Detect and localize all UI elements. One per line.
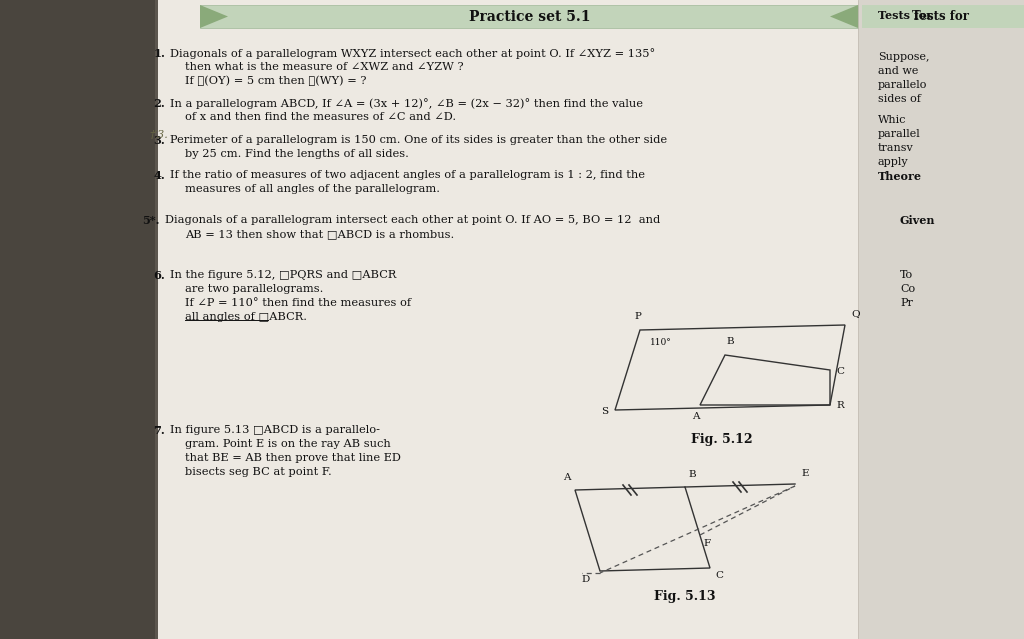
- Text: A: A: [692, 412, 699, 421]
- Text: A: A: [563, 473, 570, 482]
- Text: Diagonals of a parallelogram intersect each other at point O. If AO = 5, BO = 12: Diagonals of a parallelogram intersect e…: [165, 215, 660, 225]
- Polygon shape: [200, 5, 228, 28]
- Text: To: To: [900, 270, 913, 280]
- Text: If the ratio of measures of two adjacent angles of a parallelogram is 1 : 2, fin: If the ratio of measures of two adjacent…: [170, 170, 645, 180]
- Polygon shape: [862, 5, 1024, 28]
- Text: apply: apply: [878, 157, 908, 167]
- Text: In a parallelogram ABCD, If ∠A = (3x + 12)°, ∠B = (2x − 32)° then find the value: In a parallelogram ABCD, If ∠A = (3x + 1…: [170, 98, 643, 109]
- Text: Fig. 5.13: Fig. 5.13: [654, 590, 716, 603]
- Text: Tests for: Tests for: [911, 10, 969, 24]
- Text: bisects seg BC at point F.: bisects seg BC at point F.: [185, 467, 332, 477]
- Text: †′3.: †′3.: [150, 130, 168, 140]
- Polygon shape: [858, 0, 1024, 639]
- Text: Suppose,: Suppose,: [878, 52, 930, 62]
- Polygon shape: [158, 0, 878, 639]
- Text: Pr: Pr: [900, 298, 912, 308]
- Text: S: S: [601, 408, 608, 417]
- Text: D: D: [582, 575, 590, 584]
- Text: B: B: [726, 337, 733, 346]
- Text: Fig. 5.12: Fig. 5.12: [691, 433, 753, 446]
- Text: 2.: 2.: [154, 98, 165, 109]
- Polygon shape: [200, 5, 858, 28]
- Text: measures of all angles of the parallelogram.: measures of all angles of the parallelog…: [185, 184, 440, 194]
- Text: C: C: [836, 367, 844, 376]
- Text: P: P: [635, 312, 641, 321]
- Text: then what is the measure of ∠XWZ and ∠YZW ?: then what is the measure of ∠XWZ and ∠YZ…: [185, 62, 464, 72]
- Text: If ∠P = 110° then find the measures of: If ∠P = 110° then find the measures of: [185, 298, 411, 308]
- Text: sides of: sides of: [878, 94, 921, 104]
- Text: AB = 13 then show that □ABCD is a rhombus.: AB = 13 then show that □ABCD is a rhombu…: [185, 229, 455, 239]
- Polygon shape: [167, 0, 175, 639]
- Text: 3.: 3.: [154, 135, 165, 146]
- Text: all angles of □ABCR.: all angles of □ABCR.: [185, 312, 307, 322]
- Text: Whic: Whic: [878, 115, 906, 125]
- Text: are two parallelograms.: are two parallelograms.: [185, 284, 324, 294]
- Text: Perimeter of a parallelogram is 150 cm. One of its sides is greater than the oth: Perimeter of a parallelogram is 150 cm. …: [170, 135, 667, 145]
- Text: If ℓ(OY) = 5 cm then ℓ(WY) = ?: If ℓ(OY) = 5 cm then ℓ(WY) = ?: [185, 75, 367, 86]
- Text: Q: Q: [851, 309, 859, 318]
- Text: Tests for: Tests for: [878, 10, 932, 21]
- Polygon shape: [830, 5, 858, 28]
- Text: B: B: [688, 470, 695, 479]
- Text: F: F: [703, 539, 710, 548]
- Text: In figure 5.13 □ABCD is a parallelo-: In figure 5.13 □ABCD is a parallelo-: [170, 425, 380, 435]
- Text: of x and then find the measures of ∠C and ∠D.: of x and then find the measures of ∠C an…: [185, 112, 456, 122]
- Text: gram. Point E is on the ray AB such: gram. Point E is on the ray AB such: [185, 439, 391, 449]
- Text: Practice set 5.1: Practice set 5.1: [469, 10, 591, 24]
- Text: In the figure 5.12, □PQRS and □ABCR: In the figure 5.12, □PQRS and □ABCR: [170, 270, 396, 280]
- Text: parallelo: parallelo: [878, 80, 928, 90]
- Polygon shape: [163, 0, 171, 639]
- Text: and we: and we: [878, 66, 919, 76]
- Text: 7.: 7.: [154, 425, 165, 436]
- Text: 6.: 6.: [154, 270, 165, 281]
- Polygon shape: [0, 0, 160, 639]
- Polygon shape: [175, 0, 183, 639]
- Text: 4.: 4.: [154, 170, 165, 181]
- Text: Diagonals of a parallelogram WXYZ intersect each other at point O. If ∠XYZ = 135: Diagonals of a parallelogram WXYZ inters…: [170, 48, 655, 59]
- Polygon shape: [155, 0, 163, 639]
- Text: C: C: [715, 571, 723, 580]
- Text: transv: transv: [878, 143, 913, 153]
- Text: Co: Co: [900, 284, 915, 294]
- Polygon shape: [159, 0, 167, 639]
- Text: 110°: 110°: [650, 338, 672, 347]
- Polygon shape: [171, 0, 179, 639]
- Text: parallel: parallel: [878, 129, 921, 139]
- Text: that BE = AB then prove that line ED: that BE = AB then prove that line ED: [185, 453, 400, 463]
- Text: E: E: [801, 469, 809, 478]
- Text: by 25 cm. Find the lengths of all sides.: by 25 cm. Find the lengths of all sides.: [185, 149, 409, 159]
- Text: R: R: [836, 401, 844, 410]
- Text: 1.: 1.: [154, 48, 165, 59]
- Text: 5*.: 5*.: [142, 215, 160, 226]
- Text: Given: Given: [900, 215, 936, 226]
- Text: Theore: Theore: [878, 171, 922, 182]
